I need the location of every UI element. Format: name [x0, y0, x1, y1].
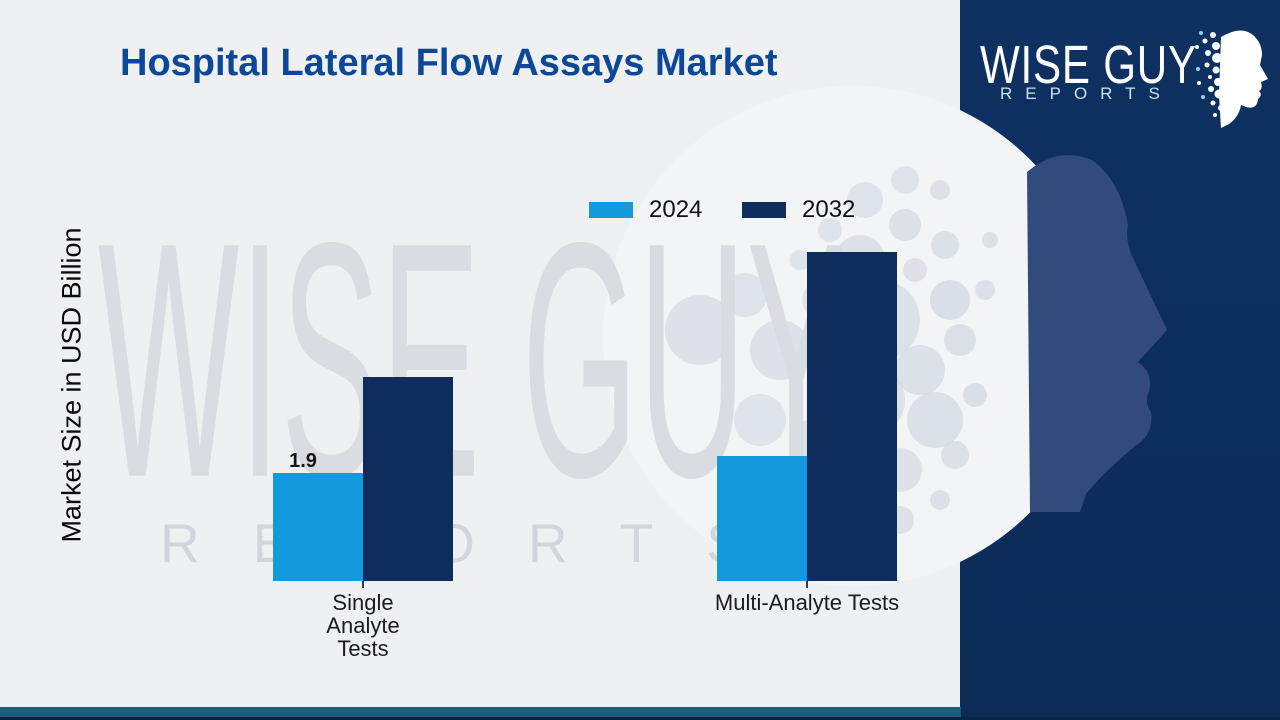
page-title: Hospital Lateral Flow Assays Market	[120, 42, 778, 84]
category-label-1: Multi-Analyte Tests	[714, 590, 900, 615]
watermark-reports: REPORTS	[160, 512, 796, 574]
bar-2032-category-1	[807, 252, 897, 581]
legend-swatch-2024	[589, 202, 633, 218]
legend-label-2024: 2024	[649, 196, 703, 223]
logo-head-icon	[1195, 30, 1268, 128]
bar-value-label: 1.9	[289, 450, 317, 472]
x-axis-tick	[806, 581, 808, 588]
logo-reports: REPORTS	[1000, 84, 1173, 103]
logo-wordmark: WISE GUY	[980, 35, 1197, 95]
legend-swatch-2032	[742, 202, 786, 218]
bar-2032-category-0	[363, 377, 453, 581]
legend-item-2024: 2024	[589, 196, 702, 224]
face-profile-silhouette	[1027, 155, 1167, 512]
legend-item-2032: 2032	[742, 196, 855, 224]
bottom-teal-strip	[0, 707, 961, 717]
y-axis-label: Market Size in USD Billion	[56, 227, 87, 543]
bar-2024-category-0	[273, 473, 363, 581]
bottom-navy-strip	[0, 717, 1280, 720]
x-axis-tick	[362, 581, 364, 588]
legend-label-2032: 2032	[802, 196, 856, 223]
category-label-0: Single Analyte Tests	[326, 590, 400, 661]
bar-2024-category-1	[717, 456, 807, 581]
